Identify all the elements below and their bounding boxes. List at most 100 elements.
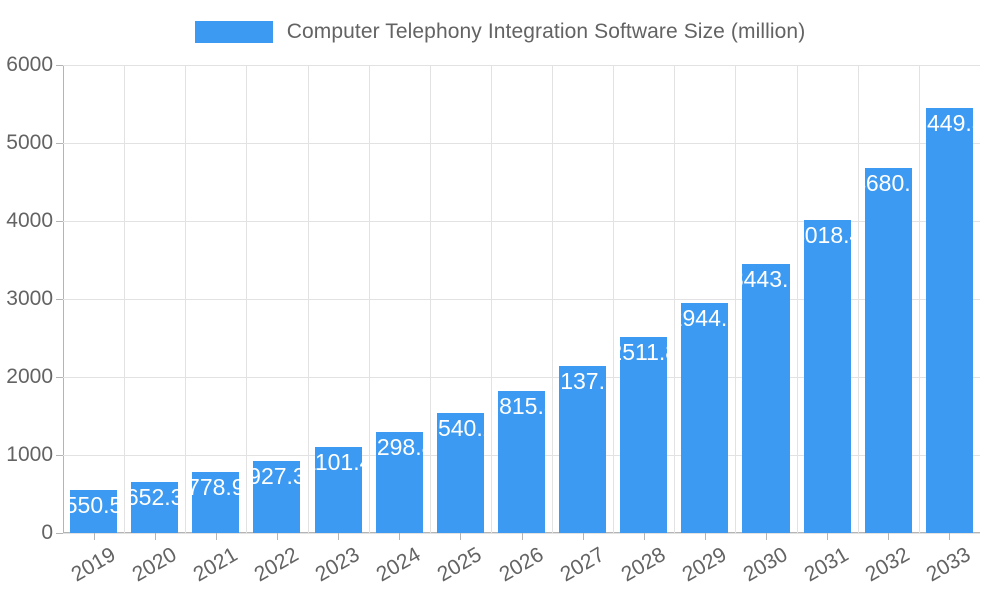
bar-value-label: 652.3	[131, 484, 179, 511]
x-tick-label: 2027	[556, 543, 609, 587]
bar[interactable]: 2511.8	[620, 337, 668, 533]
x-tick-mark	[215, 533, 217, 540]
x-tick-label: 2019	[67, 543, 120, 587]
bar-slot: 652.3	[124, 65, 185, 533]
y-tick-label: 6000	[6, 53, 53, 76]
gridline-vertical	[185, 65, 187, 533]
x-tick-label: 2024	[372, 543, 425, 587]
gridline-vertical	[552, 65, 554, 533]
gridline-horizontal	[63, 65, 980, 66]
bar-slot: 2944.2	[674, 65, 735, 533]
x-tick-label: 2026	[495, 543, 547, 587]
x-tick-label: 2033	[922, 543, 975, 587]
gridline-vertical	[918, 65, 920, 533]
bar-slot: 550.5	[63, 65, 124, 533]
bar[interactable]: 778.9	[192, 472, 240, 533]
gridline-vertical	[124, 65, 126, 533]
x-tick-label: 2023	[311, 543, 364, 587]
y-tick-label: 0	[41, 521, 53, 544]
gridline-vertical	[857, 65, 859, 533]
bar[interactable]: 3443.1	[742, 264, 790, 533]
bar[interactable]: 652.3	[131, 482, 179, 533]
gridline-vertical	[796, 65, 798, 533]
gridline-vertical	[429, 65, 431, 533]
x-tick-label: 2032	[861, 543, 914, 587]
x-tick-mark	[399, 533, 401, 540]
bar-value-label: 5449.3	[926, 109, 973, 136]
y-tick-label: 1000	[6, 443, 53, 466]
x-tick-mark	[276, 533, 278, 540]
x-tick-mark	[704, 533, 706, 540]
gridline-vertical	[674, 65, 676, 533]
bar[interactable]: 550.5	[70, 490, 118, 533]
bar-slot: 927.3	[246, 65, 307, 533]
y-tick-mark	[56, 221, 63, 222]
bar-value-label: 1101.4	[314, 449, 362, 476]
x-tick-label: 2022	[250, 543, 303, 587]
bar[interactable]: 2944.2	[681, 303, 729, 533]
gridline-vertical	[368, 65, 370, 533]
bar[interactable]: 1101.4	[314, 447, 362, 533]
gridline-horizontal	[63, 143, 980, 144]
x-tick-mark	[338, 533, 340, 540]
gridline-vertical	[490, 65, 492, 533]
gridline-horizontal	[63, 221, 980, 222]
bar[interactable]: 1815.3	[497, 391, 545, 533]
y-tick-mark	[56, 377, 63, 378]
x-tick-mark	[643, 533, 645, 540]
bar[interactable]: 1298.8	[375, 431, 423, 533]
bar-slot: 2511.8	[613, 65, 674, 533]
bar[interactable]: 927.3	[253, 460, 301, 533]
y-tick-mark	[56, 143, 63, 144]
gridline-vertical	[307, 65, 309, 533]
bar-slot: 4018.4	[797, 65, 858, 533]
x-tick-mark	[766, 533, 768, 540]
gridline-vertical	[246, 65, 248, 533]
bars-layer: 550.5 652.3 778.9 927.3 1101.4 1298.8 1540.2 18…	[63, 65, 980, 533]
bar-value-label: 2944.2	[681, 305, 728, 332]
bar-slot: 2137.5	[552, 65, 613, 533]
bar[interactable]: 4680.1	[864, 167, 912, 533]
bar-value-label: 1815.3	[498, 393, 545, 420]
bar-value-label: 2511.8	[620, 339, 667, 366]
bar[interactable]: 5449.3	[925, 107, 973, 533]
x-tick-label: 2021	[189, 543, 242, 587]
bar-value-label: 1298.8	[376, 433, 423, 460]
x-tick-mark	[582, 533, 584, 540]
gridline-horizontal	[63, 377, 980, 378]
y-tick-mark	[56, 65, 63, 66]
x-tick-label: 2030	[739, 543, 792, 587]
x-tick-mark	[154, 533, 156, 540]
chart-legend: Computer Telephony Integration Software …	[0, 14, 1000, 50]
x-tick-mark	[521, 533, 523, 540]
y-tick-label: 3000	[6, 287, 53, 310]
legend-label: Computer Telephony Integration Software …	[286, 20, 806, 43]
gridline-horizontal	[63, 299, 980, 300]
bar[interactable]: 4018.4	[803, 219, 851, 533]
x-tick-label: 2025	[433, 543, 486, 587]
x-tick-mark	[949, 533, 951, 540]
y-tick-label: 4000	[6, 209, 53, 232]
bar[interactable]: 2137.5	[559, 366, 607, 533]
bar-value-label: 3443.1	[742, 266, 789, 293]
gridline-vertical	[735, 65, 737, 533]
y-tick-mark	[56, 455, 63, 456]
bar[interactable]: 1540.2	[436, 412, 484, 533]
x-tick-label: 2028	[617, 543, 670, 587]
x-tick-mark	[460, 533, 462, 540]
bar-value-label: 4680.1	[865, 169, 912, 196]
x-tick-label: 2020	[128, 543, 181, 587]
bar-value-label: 778.9	[192, 474, 240, 501]
x-tick-mark	[888, 533, 890, 540]
y-tick-mark	[56, 299, 63, 300]
bar-slot: 1298.8	[369, 65, 430, 533]
y-tick-label: 5000	[6, 131, 53, 154]
y-tick-label: 2000	[6, 365, 53, 388]
bar-slot: 3443.1	[735, 65, 796, 533]
bar-slot: 1815.3	[491, 65, 552, 533]
gridline-vertical	[613, 65, 615, 533]
x-tick-label: 2029	[678, 543, 731, 587]
x-tick-mark	[93, 533, 95, 540]
bar-slot: 1101.4	[308, 65, 369, 533]
